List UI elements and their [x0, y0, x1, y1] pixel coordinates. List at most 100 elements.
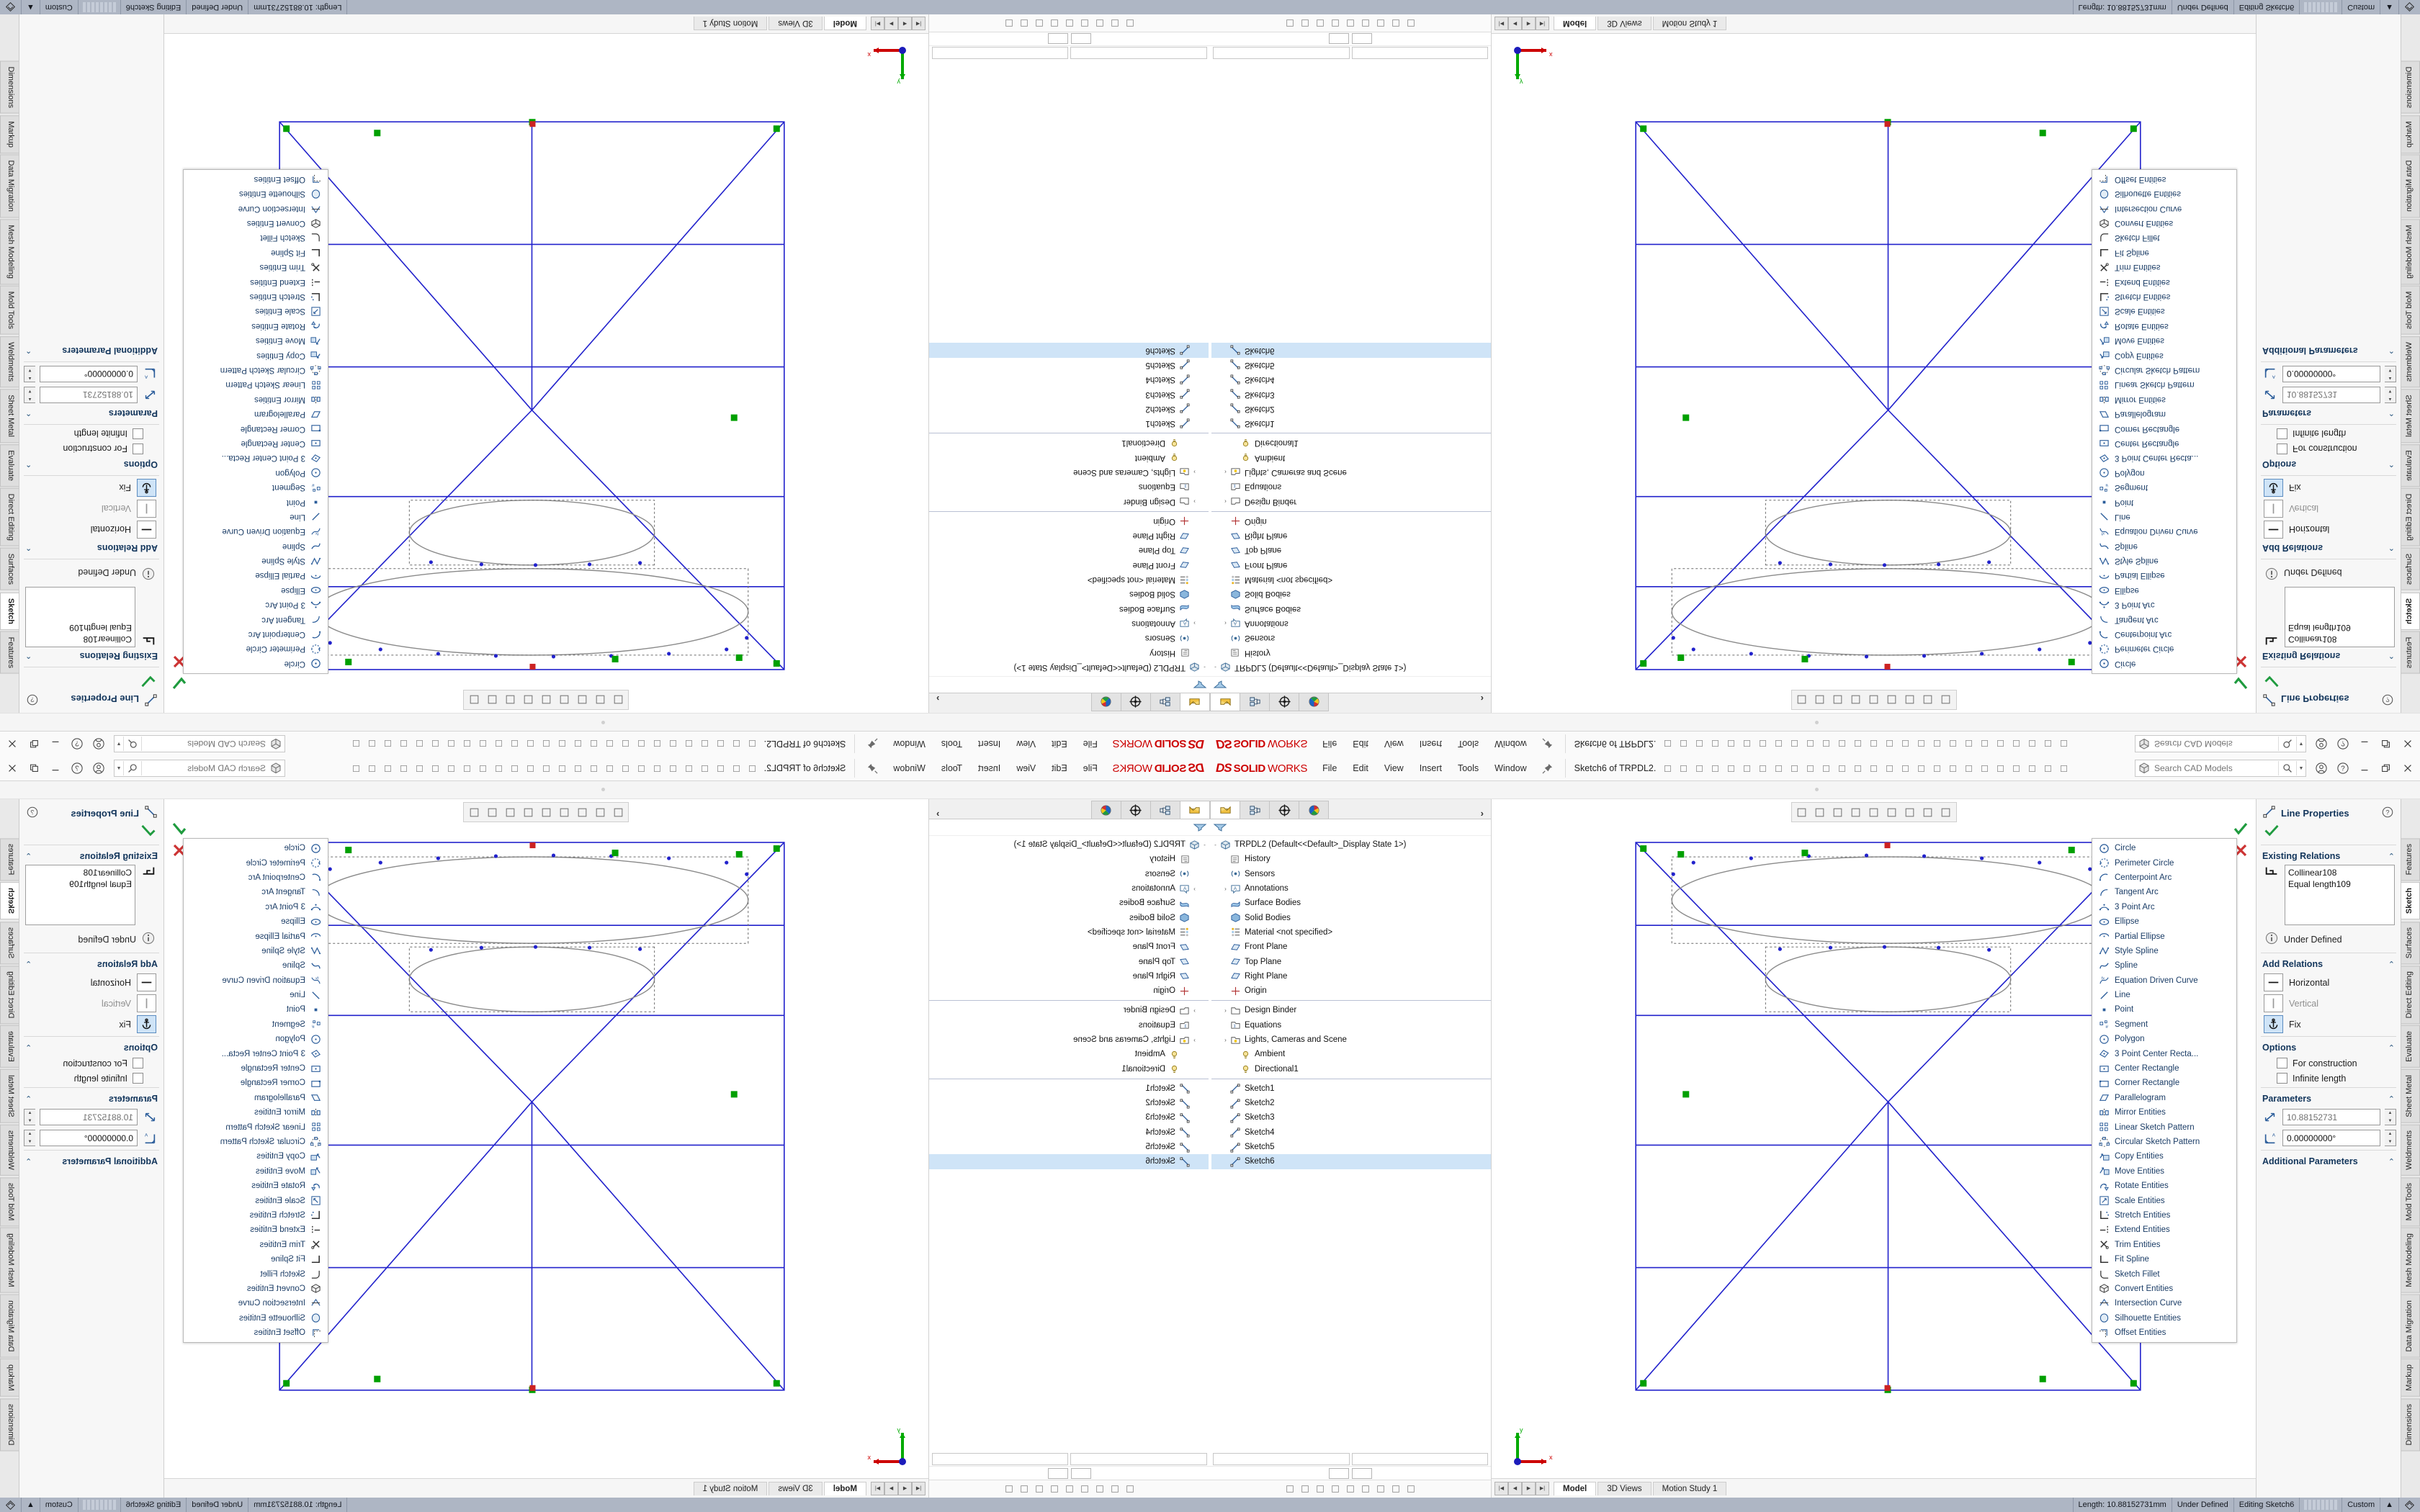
tree-item[interactable]: Sketch2 — [929, 402, 1209, 416]
sketch-geometry[interactable] — [164, 78, 928, 713]
configuration-manager-tab[interactable] — [1121, 693, 1151, 711]
tree-page-next[interactable] — [1352, 33, 1372, 45]
tree-item[interactable]: Right Plane — [929, 969, 1209, 984]
sketch-tool-item[interactable]: Corner Rectangle — [2092, 421, 2236, 436]
hide-show-icon[interactable] — [1883, 804, 1901, 820]
toolbar-button[interactable] — [714, 761, 728, 775]
toolbar-button[interactable] — [1850, 737, 1865, 751]
restore-icon[interactable] — [23, 734, 45, 753]
tree-toggle-icon[interactable]: › — [1193, 498, 1196, 505]
additional-parameters-header[interactable]: Additional Parameters ⌃ — [19, 343, 163, 360]
toolbar-button[interactable] — [539, 761, 554, 775]
sketch-tool-item[interactable]: Circular Sketch Pattern — [2092, 363, 2236, 377]
toolbar-button[interactable] — [492, 737, 506, 751]
tree-item[interactable]: Σ Equations — [1211, 480, 1491, 494]
search-icon[interactable] — [2278, 761, 2296, 775]
toolbar-button[interactable] — [698, 737, 712, 751]
existing-relations-list[interactable]: Collinear108 Equal length109 — [25, 587, 135, 647]
prev-page-icon[interactable]: ◀ — [898, 17, 912, 31]
hide-show-icon[interactable] — [520, 804, 537, 820]
length-stepper[interactable]: ▲ ▼ — [24, 1109, 35, 1125]
sketch-tool-item[interactable]: Rotate Entities — [184, 1179, 328, 1193]
menu-item-file[interactable]: File — [1083, 739, 1098, 749]
tree-item[interactable]: History — [929, 645, 1209, 660]
search-input[interactable] — [142, 738, 267, 750]
command-tab-markup[interactable]: Markup — [2401, 115, 2420, 153]
help-circle-icon[interactable]: ? — [27, 806, 38, 820]
confirm-x-icon[interactable] — [171, 649, 187, 670]
relation-vertical-row[interactable]: Vertical — [2257, 993, 2401, 1014]
chevron-up-icon[interactable]: ⌃ — [2388, 543, 2395, 552]
toolbar-button[interactable] — [603, 761, 617, 775]
for-construction-checkbox-row[interactable]: For construction — [19, 441, 163, 456]
scene-icon[interactable] — [484, 692, 501, 708]
chevron-up-icon[interactable]: ⌃ — [25, 1094, 32, 1104]
chevron-up-icon[interactable]: ⌃ — [2388, 408, 2395, 418]
feature-manager-toolbar-button[interactable] — [1298, 1482, 1312, 1496]
for-construction-checkbox[interactable] — [133, 444, 143, 454]
sketch-tool-item[interactable]: Scale Entities — [2092, 1193, 2236, 1207]
tree-page-prev[interactable] — [1329, 33, 1349, 45]
sketch-tool-item[interactable]: Ellipse — [184, 583, 328, 598]
tree-item[interactable]: Σ Equations — [1211, 1018, 1491, 1032]
sketch-tool-item[interactable]: Circular Sketch Pattern — [184, 1135, 328, 1149]
sketch-tool-item[interactable]: Center Rectangle — [184, 1061, 328, 1076]
command-tab-data-migration[interactable]: Data Migration — [2401, 154, 2420, 218]
sketch-tool-item[interactable]: Silhouette Entities — [2092, 186, 2236, 201]
toolbar-button[interactable] — [1850, 761, 1865, 775]
toolbar-button[interactable] — [476, 761, 490, 775]
sketch-tool-item[interactable]: Convert Entities — [2092, 1282, 2236, 1296]
menu-item-edit[interactable]: Edit — [1052, 763, 1067, 773]
collapse-handle-icon[interactable] — [601, 721, 605, 724]
command-tab-markup[interactable]: Markup — [2401, 1359, 2420, 1397]
options-header[interactable]: Options ⌃ — [19, 456, 163, 474]
sketch-geometry[interactable] — [1492, 78, 2256, 713]
prev-page-icon[interactable]: ◀ — [1508, 1481, 1522, 1495]
sketch-tool-item[interactable]: Corner Rectangle — [184, 421, 328, 436]
chevron-up-icon[interactable]: ⌃ — [2388, 651, 2395, 660]
search-icon[interactable] — [124, 737, 142, 751]
main-menu[interactable]: File Edit View Insert Tools Window — [885, 736, 1106, 752]
graphics-area[interactable]: x y Circle Perimeter Circle Centerpoint Ar… — [1492, 799, 2256, 1498]
sketch-tool-item[interactable]: 3 Point Arc — [184, 900, 328, 914]
feature-manager-toolbar-button[interactable] — [1313, 1482, 1327, 1496]
command-tab-mold-tools[interactable]: Mold Tools — [0, 1176, 19, 1227]
minimize-icon[interactable] — [45, 734, 66, 753]
tree-item[interactable]: Directional1 — [929, 1061, 1209, 1076]
feature-manager-toolbar-button[interactable] — [1404, 1482, 1418, 1496]
tree-item[interactable]: Sensors — [929, 631, 1209, 645]
length-input[interactable]: 10.88152731 — [40, 387, 138, 403]
sketch-geometry[interactable] — [1492, 799, 2256, 1434]
feature-manager-toolbar-button[interactable] — [1373, 16, 1388, 30]
command-tab-evaluate[interactable]: Evaluate — [0, 1025, 19, 1068]
infinite-length-checkbox-row[interactable]: Infinite length — [2257, 426, 2401, 441]
property-manager-tab[interactable] — [1240, 801, 1270, 819]
tab-motion-study[interactable]: Motion Study 1 — [1652, 1481, 1727, 1495]
sketch-tool-item[interactable]: Centerpoint Arc — [2092, 627, 2236, 642]
tree-item[interactable]: Solid Bodies — [929, 587, 1209, 601]
length-parameter-row[interactable]: 10.88152731 ▲ ▼ — [19, 384, 163, 405]
first-page-icon[interactable]: |◀ — [1494, 17, 1508, 31]
sketch-tool-item[interactable]: 3 Point Center Recta... — [2092, 1046, 2236, 1061]
tree-item[interactable]: Top Plane — [1211, 954, 1491, 968]
command-tab-evaluate[interactable]: Evaluate — [0, 444, 19, 487]
tree-item[interactable]: › A Annotations — [929, 881, 1209, 896]
pin-icon[interactable] — [865, 737, 879, 751]
command-tab-features[interactable]: Features — [2401, 631, 2420, 674]
tree-item[interactable]: - TRPDL2 (Default<<Default>_Display State… — [1211, 660, 1491, 675]
tree-toggle-icon[interactable]: › — [1193, 1036, 1196, 1043]
feature-manager-toolbar-button[interactable] — [1123, 1482, 1137, 1496]
tree-item[interactable]: History — [1211, 852, 1491, 866]
tree-item[interactable]: Sketch1 — [929, 416, 1209, 431]
toolbar-button[interactable] — [666, 761, 681, 775]
next-page-icon[interactable]: ▶ — [884, 17, 898, 31]
command-tab-direct-editing[interactable]: Direct Editing — [0, 965, 19, 1025]
feature-manager-toolbar-button[interactable] — [1002, 16, 1016, 30]
toolbar-button[interactable] — [1961, 761, 1976, 775]
sketch-tool-item[interactable]: Polygon — [2092, 466, 2236, 480]
overlay-icon[interactable] — [2398, 0, 2420, 14]
command-tab-weldments[interactable]: Weldments — [0, 1124, 19, 1176]
vertical-icon[interactable] — [137, 994, 156, 1012]
tab-model[interactable]: Model — [823, 1481, 866, 1495]
sketch-tool-item[interactable]: Move Entities — [2092, 333, 2236, 348]
